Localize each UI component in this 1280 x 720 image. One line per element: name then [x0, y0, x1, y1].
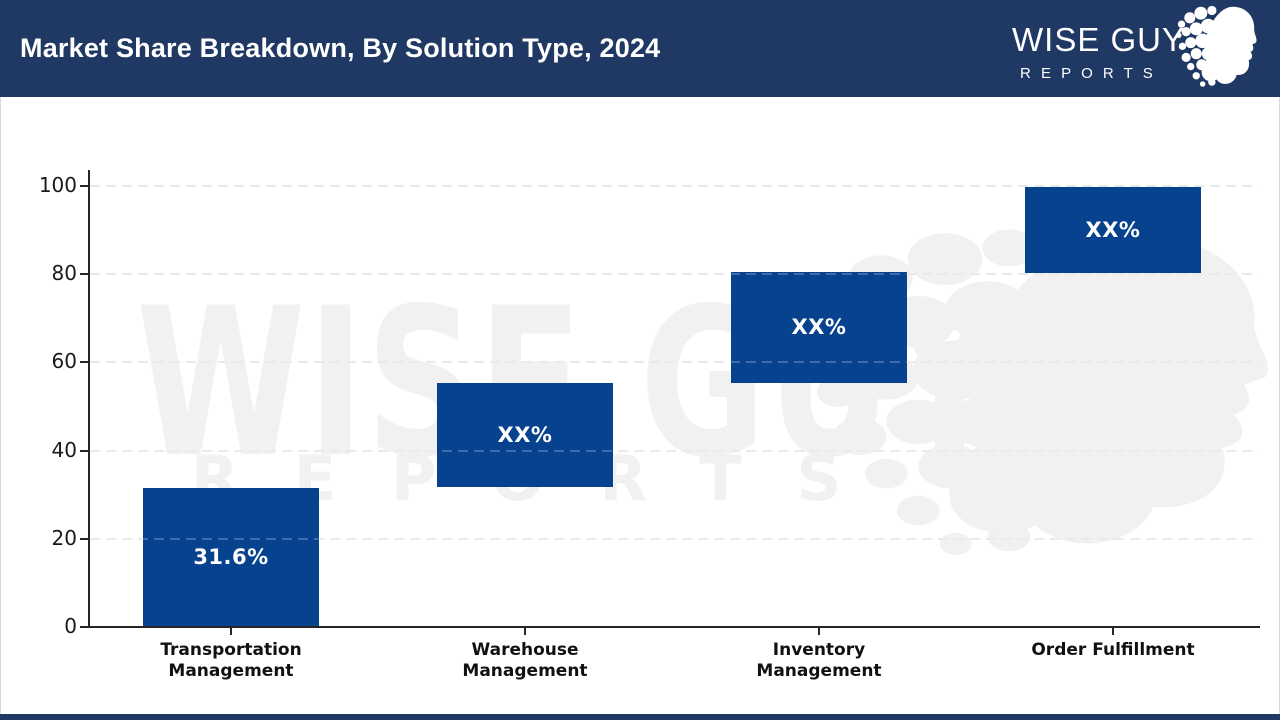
- page-title: Market Share Breakdown, By Solution Type…: [20, 33, 661, 63]
- gridline-overlay-60: [90, 361, 1259, 364]
- gridline-100: [90, 185, 1259, 187]
- y-axis-tick-label: 40: [51, 437, 77, 462]
- bar-inventory-management: XX%: [731, 271, 907, 383]
- gridline-20: [90, 537, 1259, 540]
- logo-text-line1: WISE GUY: [1012, 21, 1185, 58]
- category-label-line: Inventory: [772, 640, 866, 660]
- gridline-60: [90, 361, 1259, 364]
- x-axis-tick: [230, 628, 232, 635]
- x-axis-tick: [818, 628, 820, 635]
- x-axis-category-label: Transportation Management: [91, 640, 371, 682]
- gridline-overlay-20: [90, 537, 1259, 540]
- category-label-line: Management: [462, 661, 588, 681]
- y-axis-tick: [80, 361, 88, 364]
- x-axis-line: [88, 626, 1260, 628]
- gridline-overlay-40: [90, 449, 1259, 452]
- y-axis-tick: [80, 273, 88, 276]
- y-axis-tick-label: 80: [51, 261, 77, 286]
- category-label-line: Management: [756, 661, 882, 681]
- bar-value-label: XX%: [497, 422, 553, 447]
- y-axis-tick: [80, 449, 88, 452]
- gridline-80: [90, 273, 1259, 276]
- wise-guy-reports-logo: WISE GUY R E P O R T S: [1012, 5, 1257, 87]
- bar-value-label: XX%: [1085, 217, 1141, 242]
- category-label-line: Warehouse: [471, 640, 579, 660]
- x-axis-tick: [1112, 628, 1114, 635]
- y-axis-tick-label: 20: [51, 525, 77, 550]
- y-axis-tick: [80, 537, 88, 540]
- header-bar: Market Share Breakdown, By Solution Type…: [0, 0, 1280, 97]
- bar-value-label: 31.6%: [193, 545, 269, 570]
- gridline-overlay-100: [90, 185, 1259, 187]
- bar-order-fulfillment: XX%: [1025, 186, 1201, 273]
- bar-transportation-management: 31.6%: [143, 487, 319, 627]
- footer-bar: [0, 714, 1280, 720]
- category-label-line: Transportation: [160, 640, 302, 660]
- x-axis-category-label: Warehouse Management: [385, 640, 665, 682]
- gridline-40: [90, 449, 1259, 452]
- bar-value-label: XX%: [791, 315, 847, 340]
- y-axis-tick-label: 0: [64, 614, 77, 638]
- y-axis-tick: [80, 626, 88, 628]
- x-axis-category-label: Order Fulfillment: [973, 640, 1253, 661]
- gridline-overlay-80: [90, 273, 1259, 276]
- y-axis-tick-label: 60: [51, 349, 77, 374]
- category-label-line: Order Fulfillment: [1031, 640, 1195, 660]
- logo-text-line2: R E P O R T S: [1020, 65, 1156, 82]
- x-axis-category-label: Inventory Management: [679, 640, 959, 682]
- category-label-line: Management: [168, 661, 294, 681]
- y-axis-tick-label: 100: [38, 173, 77, 197]
- y-axis-line: [88, 170, 90, 627]
- y-axis-tick: [80, 185, 88, 187]
- bar-warehouse-management: XX%: [437, 382, 613, 488]
- x-axis-tick: [524, 628, 526, 635]
